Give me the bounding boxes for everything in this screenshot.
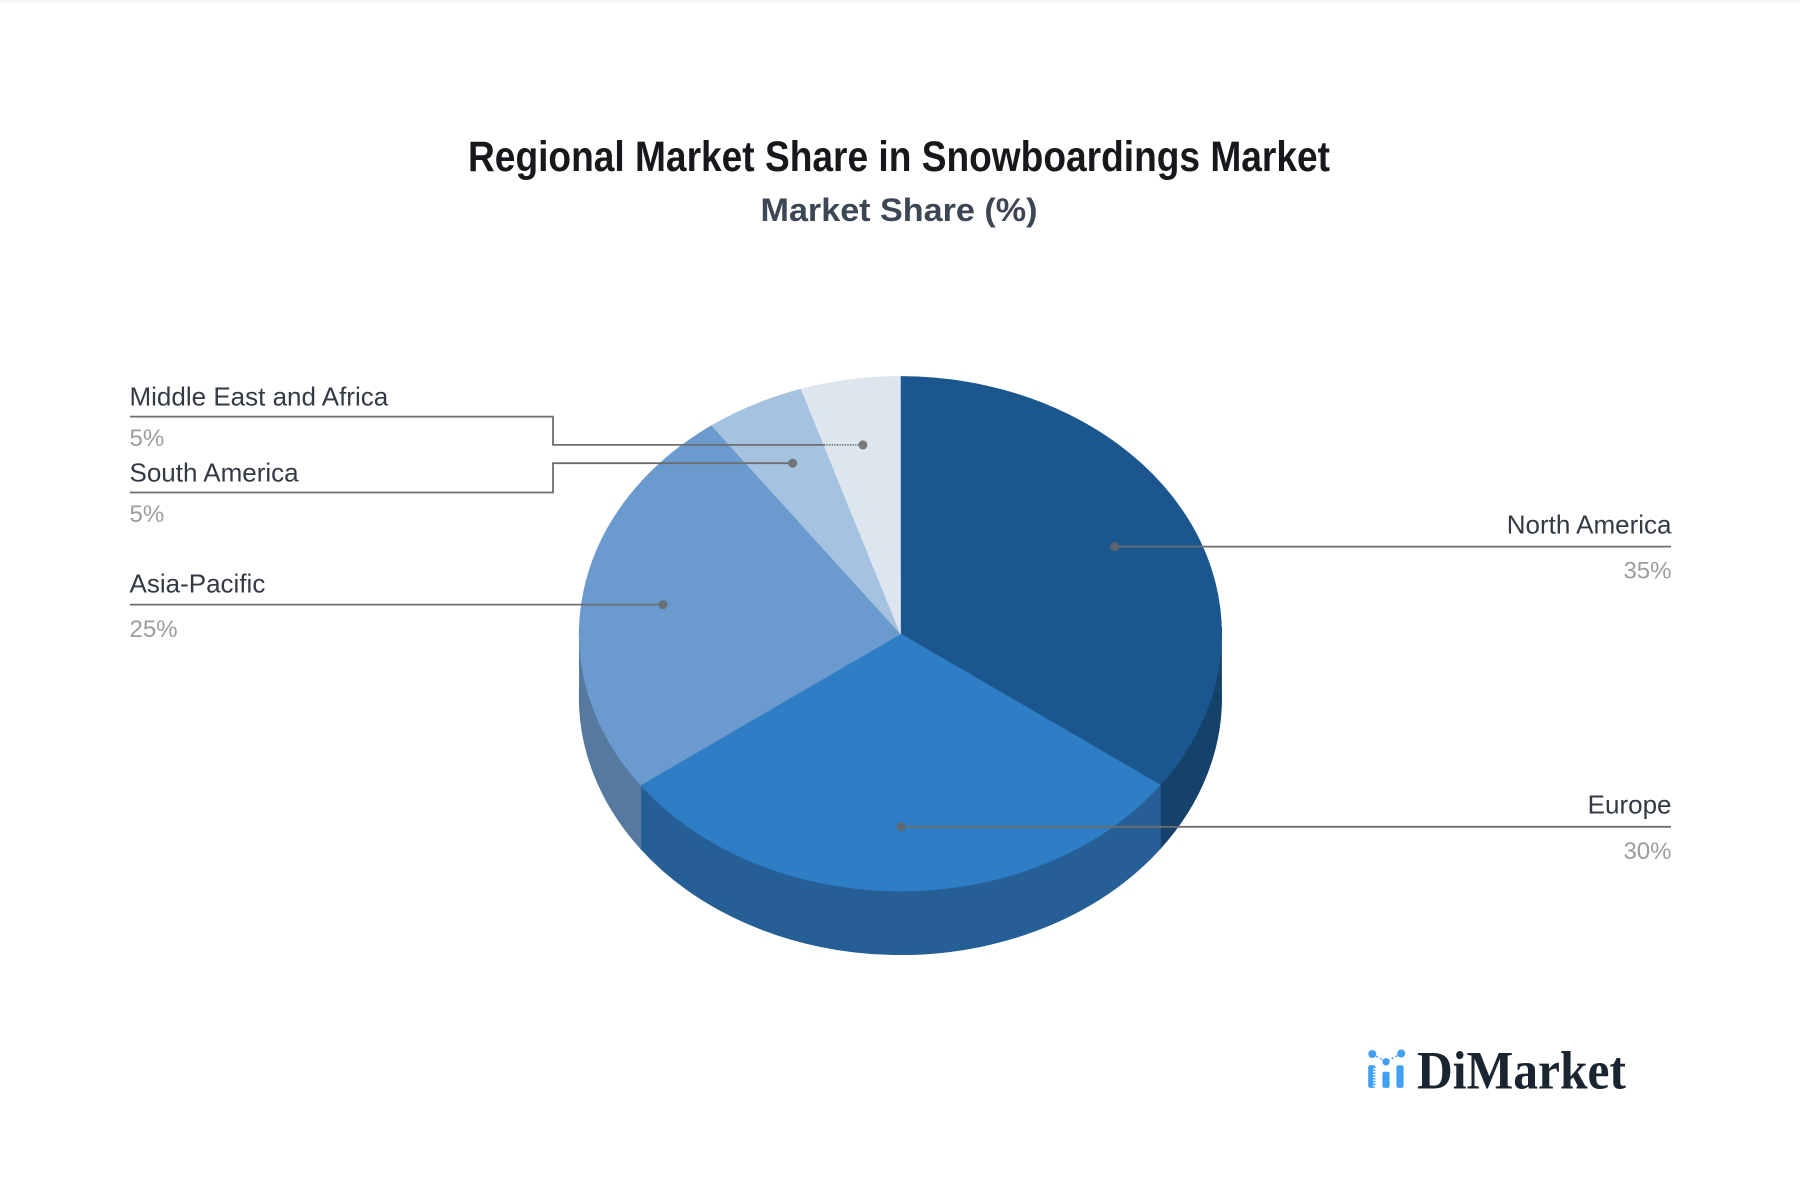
svg-text:Middle East and Africa: Middle East and Africa — [130, 381, 389, 411]
svg-text:Regional Market Share in Snowb: Regional Market Share in Snowboardings M… — [468, 133, 1330, 181]
svg-text:5%: 5% — [130, 425, 165, 452]
svg-text:5%: 5% — [130, 501, 165, 528]
svg-text:DiMarket: DiMarket — [1417, 1041, 1626, 1101]
svg-text:South America: South America — [130, 458, 300, 488]
svg-text:30%: 30% — [1623, 838, 1671, 865]
svg-text:25%: 25% — [130, 616, 178, 643]
svg-text:Market Share (%): Market Share (%) — [761, 192, 1038, 228]
svg-text:Asia-Pacific: Asia-Pacific — [130, 569, 266, 599]
svg-text:North America: North America — [1507, 510, 1672, 540]
svg-text:Europe: Europe — [1588, 790, 1672, 820]
svg-text:35%: 35% — [1623, 558, 1671, 585]
